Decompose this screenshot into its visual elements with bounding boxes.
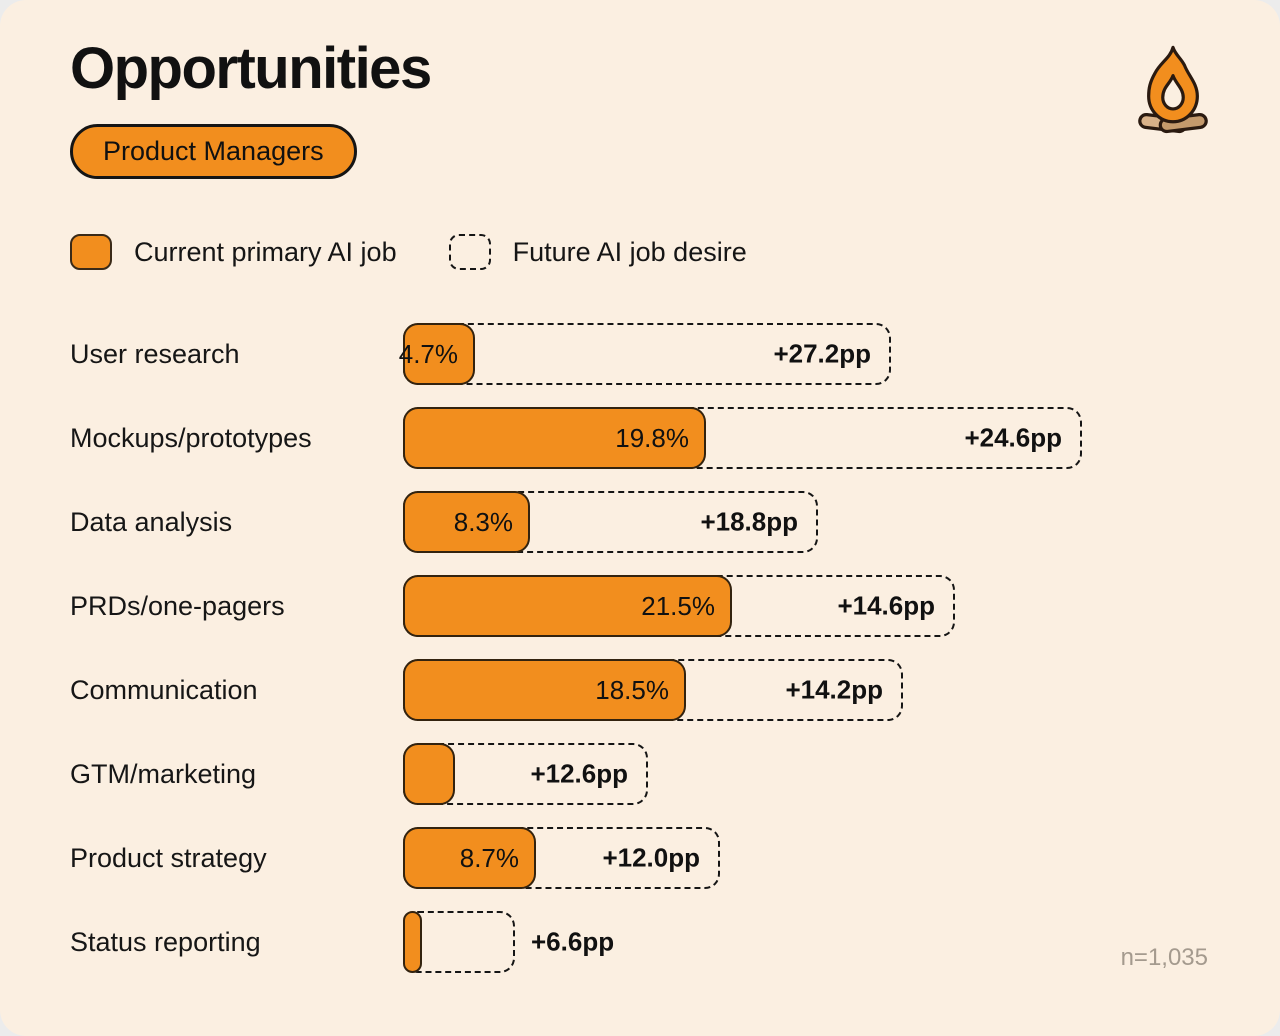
current-swatch-icon bbox=[70, 234, 112, 270]
category-label: Product strategy bbox=[70, 842, 267, 873]
delta-label: +6.6pp bbox=[531, 926, 615, 957]
delta-label: +24.6pp bbox=[964, 422, 1062, 453]
legend-current-label: Current primary AI job bbox=[134, 236, 397, 267]
chart-row: Data analysis +18.8pp 8.3% bbox=[70, 491, 1210, 553]
category-label: Communication bbox=[70, 674, 258, 705]
chart-rows: User research +27.2pp 4.7% Mockups/proto… bbox=[70, 323, 1210, 973]
page-title: Opportunities bbox=[70, 36, 432, 101]
current-job-bar: 4.7% bbox=[399, 323, 475, 385]
future-swatch-icon bbox=[448, 234, 491, 270]
category-label: Status reporting bbox=[70, 926, 261, 957]
delta-label: +18.8pp bbox=[700, 506, 798, 537]
delta-label: +12.6pp bbox=[530, 758, 628, 789]
future-desire-bar: +27.2pp bbox=[403, 323, 891, 385]
future-desire-bar: +18.8pp bbox=[403, 491, 818, 553]
legend-item-future: Future AI job desire bbox=[448, 234, 747, 270]
bar-area: +14.6pp 21.5% bbox=[403, 575, 1210, 637]
sample-size-note: n=1,035 bbox=[1120, 944, 1208, 971]
current-job-bar bbox=[403, 911, 422, 973]
current-value-label: 8.7% bbox=[459, 842, 519, 873]
category-label: Data analysis bbox=[70, 506, 233, 537]
bar-area: +18.8pp 8.3% bbox=[403, 491, 1210, 553]
legend-item-current: Current primary AI job bbox=[70, 234, 397, 270]
delta-label: +14.2pp bbox=[785, 674, 883, 705]
future-desire-bar: +24.6pp bbox=[403, 407, 1082, 469]
legend-future-label: Future AI job desire bbox=[512, 236, 747, 267]
bar-area: +14.2pp 18.5% bbox=[403, 659, 1210, 721]
audience-badge-label: Product Managers bbox=[103, 136, 324, 166]
bar-area: +6.6pp bbox=[403, 911, 1210, 973]
category-label: PRDs/one-pagers bbox=[70, 590, 285, 621]
category-label: GTM/marketing bbox=[70, 758, 257, 789]
audience-badge: Product Managers bbox=[70, 124, 357, 179]
future-desire-bar: +6.6pp bbox=[403, 911, 614, 973]
current-job-bar bbox=[403, 743, 455, 805]
chart-row: PRDs/one-pagers +14.6pp 21.5% bbox=[70, 575, 1210, 637]
chart-row: GTM/marketing +12.6pp bbox=[70, 743, 1210, 805]
bar-area: +12.0pp 8.7% bbox=[403, 827, 1210, 889]
campfire-icon bbox=[1132, 44, 1214, 138]
bar-area: +24.6pp 19.8% bbox=[403, 407, 1210, 469]
chart-row: Mockups/prototypes +24.6pp 19.8% bbox=[70, 407, 1210, 469]
current-job-bar: 8.3% bbox=[403, 491, 530, 553]
current-value-label: 18.5% bbox=[595, 674, 669, 705]
category-label: Mockups/prototypes bbox=[70, 422, 312, 453]
bar-area: +27.2pp 4.7% bbox=[399, 323, 1210, 385]
current-job-bar: 21.5% bbox=[403, 575, 732, 637]
chart-row: Product strategy +12.0pp 8.7% bbox=[70, 827, 1210, 889]
delta-label: +27.2pp bbox=[773, 338, 871, 369]
chart-row: Communication +14.2pp 18.5% bbox=[70, 659, 1210, 721]
legend: Current primary AI job Future AI job des… bbox=[70, 233, 1210, 271]
current-job-bar: 8.7% bbox=[403, 827, 536, 889]
current-job-bar: 18.5% bbox=[403, 659, 686, 721]
delta-label: +12.0pp bbox=[602, 842, 700, 873]
chart-row: Status reporting +6.6pp bbox=[70, 911, 1210, 973]
delta-label: +14.6pp bbox=[837, 590, 935, 621]
bar-area: +12.6pp bbox=[403, 743, 1210, 805]
current-value-label: 8.3% bbox=[453, 506, 513, 537]
category-label: User research bbox=[70, 338, 240, 369]
chart-row: User research +27.2pp 4.7% bbox=[70, 323, 1210, 385]
current-job-bar: 19.8% bbox=[403, 407, 706, 469]
current-value-label: 19.8% bbox=[615, 422, 689, 453]
current-value-label: 21.5% bbox=[641, 590, 715, 621]
current-value-label: 4.7% bbox=[398, 338, 458, 369]
